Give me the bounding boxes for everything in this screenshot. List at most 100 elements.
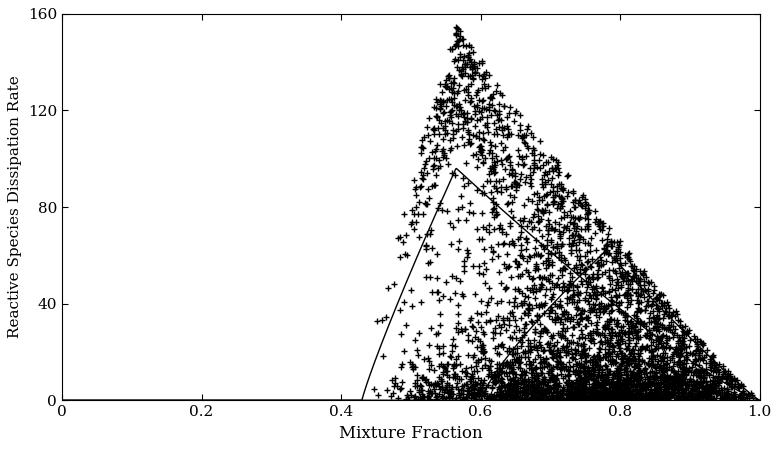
Point [626,346,638,353]
Point [651,388,663,396]
Point [659,374,672,381]
Point [598,245,611,252]
Point [556,327,569,334]
Point [462,337,474,344]
Point [622,360,634,367]
Point [514,126,526,134]
Point [628,262,640,270]
Point [622,387,635,394]
Point [538,168,551,176]
Point [425,389,438,396]
Point [647,353,659,360]
Point [633,278,645,285]
Point [546,261,558,269]
Point [546,351,558,358]
Point [587,395,599,402]
Point [497,359,509,366]
Point [466,210,479,217]
Point [715,373,728,380]
Point [693,390,706,397]
Point [436,383,448,391]
Point [470,368,483,375]
Point [613,362,626,369]
Point [519,391,531,398]
Point [632,373,644,380]
Point [668,385,681,392]
Point [688,369,700,376]
Point [651,320,663,328]
Point [633,369,645,377]
Point [660,366,672,373]
Point [666,352,679,360]
Point [555,395,567,402]
Point [646,393,658,400]
Point [603,394,615,401]
Point [441,116,453,123]
Point [571,284,583,291]
Point [647,338,660,346]
Point [592,368,604,375]
Point [579,270,591,277]
Point [721,378,733,386]
Point [525,218,537,225]
Point [470,359,482,366]
Point [642,360,654,367]
Point [428,161,441,168]
Point [546,164,558,171]
Point [413,233,426,240]
Point [576,376,588,383]
Point [495,380,508,387]
Point [511,181,523,188]
Point [659,391,672,398]
Point [650,326,662,333]
Point [644,381,656,388]
Point [537,393,549,400]
Point [623,388,636,396]
Point [611,379,623,387]
Point [481,83,494,90]
Point [674,382,686,390]
Point [511,387,523,394]
Point [491,367,503,374]
Point [484,177,496,184]
Point [623,355,636,362]
Point [599,385,612,392]
Point [611,392,623,400]
Point [699,383,711,391]
Point [495,184,508,191]
Point [555,331,568,338]
Point [634,382,647,390]
Point [490,126,502,133]
Point [575,376,587,383]
Point [526,225,539,233]
Point [551,243,563,250]
Point [671,383,683,390]
Point [413,329,425,336]
Point [525,382,537,390]
Point [556,342,569,349]
Point [452,216,465,224]
Point [644,388,656,396]
Point [447,134,459,141]
Point [621,253,633,260]
Point [587,386,599,393]
Point [700,378,712,385]
Point [617,395,629,402]
Point [620,372,633,379]
Point [668,379,681,386]
Point [447,78,459,85]
Point [590,387,602,395]
Point [686,394,698,401]
Point [554,348,566,355]
Point [612,392,625,399]
Point [409,363,421,370]
Point [668,369,680,376]
Point [474,386,487,393]
Point [486,150,498,157]
Point [564,387,576,395]
Point [505,396,517,403]
Point [434,162,446,169]
Point [596,389,608,396]
Point [629,382,641,389]
Point [476,396,488,404]
